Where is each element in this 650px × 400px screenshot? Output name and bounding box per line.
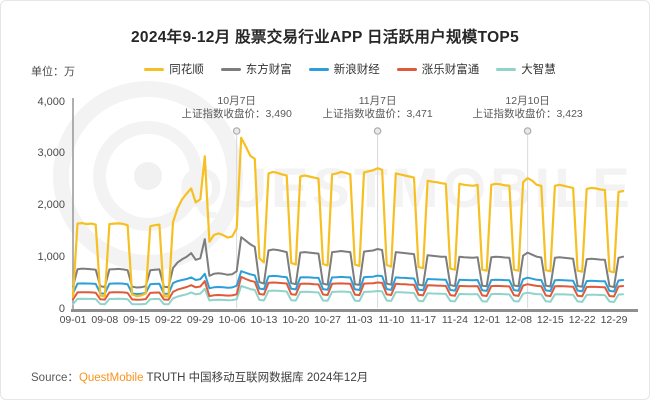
x-tick-label: 10-20: [282, 314, 310, 326]
legend-swatch-icon: [496, 67, 517, 71]
y-tick-label: 4,000: [37, 95, 65, 108]
annotation-price: 上证指数收盘价：3,423: [472, 108, 583, 120]
x-tick-label: 11-10: [378, 314, 405, 326]
legend-swatch-icon: [220, 67, 241, 71]
legend-item-东方财富: 东方财富: [220, 61, 292, 77]
series-line-大智慧: [72, 285, 625, 306]
x-tick-label: 10-13: [250, 314, 278, 326]
y-tick-label: 0: [58, 302, 65, 315]
annotation-price: 上证指数收盘价：3,471: [322, 108, 433, 120]
annotation-label: 10月7日 上证指数收盘价：3,490: [182, 95, 292, 121]
series-line-同花顺: [71, 136, 625, 298]
y-tick-label: 2,000: [37, 199, 65, 211]
source-rest: TRUTH 中国移动互联网数据库 2024年12月: [143, 372, 369, 384]
legend-swatch-icon: [308, 67, 329, 71]
x-tick-label: 09-08: [91, 314, 119, 326]
legend-label: 东方财富: [245, 64, 292, 76]
legend-item-同花顺: 同花顺: [144, 61, 204, 77]
annotation-dot-icon: [523, 127, 532, 135]
annotation-label: 11月7日 上证指数收盘价：3,471: [322, 95, 432, 121]
legend-label: 大智慧: [521, 64, 556, 76]
legend-item-大智慧: 大智慧: [496, 61, 556, 77]
annotation-dot-icon: [232, 127, 241, 135]
x-tick-label: 12-08: [505, 314, 532, 326]
source-line: Source：QuestMobile TRUTH 中国移动互联网数据库 2024…: [31, 369, 368, 385]
legend-label: 同花顺: [169, 64, 204, 76]
y-tick-label: 1,000: [37, 250, 65, 263]
annotation-date: 10月7日: [217, 95, 256, 107]
x-tick-label: 12-01: [473, 314, 501, 326]
source-brand: QuestMobile: [78, 372, 144, 384]
y-tick-label: 3,000: [37, 147, 65, 160]
watermark-dot: [134, 162, 162, 190]
legend-label: 涨乐财富通: [421, 64, 480, 76]
x-tick-label: 11-24: [441, 314, 468, 326]
series-line-涨乐财富通: [72, 275, 625, 301]
legend-swatch-icon: [144, 67, 165, 71]
legend-item-新浪财经: 新浪财经: [308, 61, 380, 77]
source-prefix: Source：: [31, 372, 79, 384]
x-tick-label: 09-15: [123, 314, 151, 326]
x-tick-label: 09-22: [155, 314, 182, 326]
x-tick-label: 12-29: [600, 314, 628, 326]
x-tick-label: 10-27: [314, 314, 342, 326]
legend-label: 新浪财经: [333, 64, 380, 76]
x-tick-label: 11-03: [346, 314, 373, 326]
annotation-date: 11月7日: [358, 95, 397, 107]
series-line-新浪财经: [72, 270, 625, 295]
legend-swatch-icon: [396, 67, 417, 71]
unit-label: 单位：万: [31, 66, 75, 78]
chart-title: 2024年9-12月 股票交易行业APP 日活跃用户规模TOP5: [130, 29, 519, 46]
annotation-dot-icon: [373, 127, 382, 135]
x-tick-label: 10-06: [218, 314, 246, 326]
x-tick-label: 12-15: [536, 314, 564, 326]
legend: 同花顺 东方财富 新浪财经 涨乐财富通 大智慧: [111, 61, 589, 77]
x-tick-label: 12-22: [568, 314, 596, 326]
annotation-date: 12月10日: [505, 95, 550, 107]
x-tick-label: 09-29: [186, 314, 214, 326]
legend-item-涨乐财富通: 涨乐财富通: [396, 61, 480, 77]
x-tick-label: 09-01: [59, 314, 87, 326]
series-line-东方财富: [72, 236, 625, 289]
annotation-label: 12月10日 上证指数收盘价：3,423: [472, 95, 582, 121]
annotation-price: 上证指数收盘价：3,490: [181, 108, 292, 120]
x-tick-label: 11-17: [410, 314, 437, 326]
